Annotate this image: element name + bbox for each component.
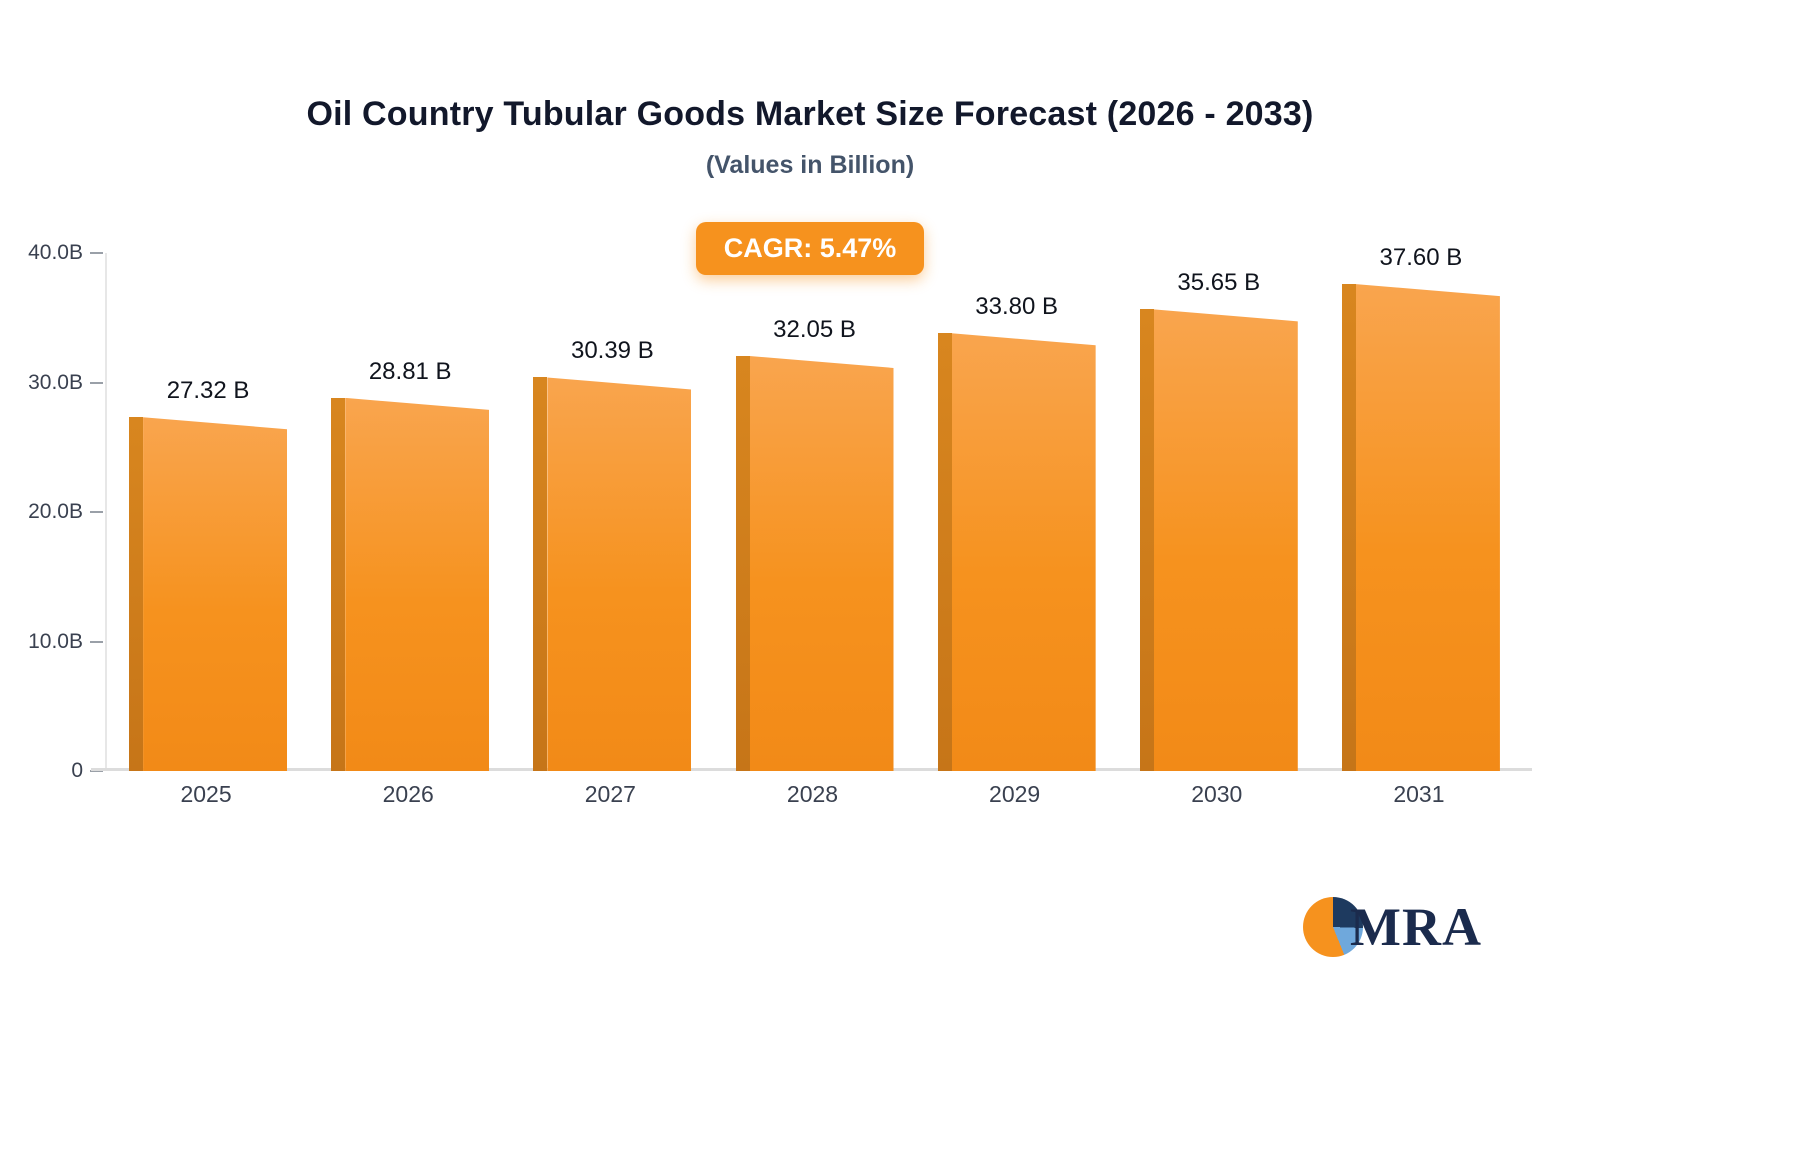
- x-axis-label-2028: 2028: [786, 781, 839, 807]
- bar-2026: 28.81 B: [331, 358, 490, 771]
- y-tick-40.0B: 40.0B: [28, 241, 103, 265]
- y-tick-mark: [90, 770, 103, 772]
- mra-pie-icon: [1303, 897, 1363, 957]
- bar-face: [345, 397, 490, 771]
- bar-2031: 37.60 B: [1341, 244, 1500, 771]
- y-tick-label: 10.0B: [28, 629, 83, 653]
- x-axis-label-2027: 2027: [584, 781, 636, 807]
- y-axis: 0 10.0B 20.0B 30.0B 40.0B: [0, 241, 103, 782]
- bar-2028: 32.05 B: [735, 316, 894, 771]
- bar-2025: 27.32 B: [129, 377, 288, 771]
- bar-2027: 30.39 B: [533, 337, 692, 771]
- bar-3d-side: [937, 333, 952, 771]
- bar-2030: 35.65 B: [1139, 269, 1298, 771]
- brand-logo: MRA: [1303, 896, 1482, 958]
- y-tick-10.0B: 10.0B: [28, 630, 103, 654]
- mra-logo-text: MRA: [1350, 897, 1482, 957]
- bar-value-label-2031: 37.60 B: [1379, 244, 1463, 272]
- y-tick-mark: [90, 252, 103, 254]
- bar-3d-side: [735, 355, 750, 771]
- bar-value-label-2027: 30.39 B: [570, 337, 654, 365]
- x-axis-label-2025: 2025: [180, 781, 232, 807]
- y-tick-label: 0: [71, 759, 83, 782]
- bar-face: [547, 377, 692, 771]
- x-axis-label-2029: 2029: [989, 781, 1041, 807]
- y-tick-30.0B: 30.0B: [28, 371, 103, 395]
- bar-value-label-2028: 32.05 B: [773, 315, 856, 343]
- bar-value-label-2026: 28.81 B: [368, 357, 452, 385]
- bar-face: [1355, 284, 1500, 771]
- y-tick-0: 0: [71, 759, 103, 783]
- bar-face: [1153, 309, 1298, 771]
- bar-3d-side: [1341, 284, 1356, 771]
- x-axis: 2025 2026 2027 2028 2029 2030 2031: [105, 781, 1520, 821]
- bar-2029: 33.80 B: [937, 293, 1096, 771]
- y-tick-mark: [90, 511, 103, 513]
- y-tick-label: 20.0B: [28, 500, 83, 523]
- y-tick-label: 30.0B: [28, 370, 83, 394]
- bar-face: [143, 417, 288, 771]
- x-axis-label-2026: 2026: [382, 781, 434, 807]
- y-tick-mark: [90, 640, 103, 643]
- y-tick-20.0B: 20.0B: [28, 500, 103, 524]
- bar-value-label-2025: 27.32 B: [166, 377, 250, 405]
- x-axis-label-2031: 2031: [1393, 781, 1445, 807]
- bar-value-label-2030: 35.65 B: [1177, 269, 1261, 297]
- bar-value-label-2029: 33.80 B: [975, 293, 1058, 321]
- chart-subtitle: (Values in Billion): [705, 151, 915, 179]
- y-tick-mark: [90, 381, 103, 384]
- bar-face: [951, 333, 1096, 771]
- bar-3d-side: [129, 417, 144, 771]
- plot-area: 27.32 B 28.81 B 30.39 B 32.05 B 33.80 B 35.65…: [91, 244, 1532, 771]
- bar-3d-side: [331, 397, 346, 771]
- chart-header: Oil Country Tubular Goods Market Size Fo…: [0, 0, 1620, 275]
- y-tick-label: 40.0B: [28, 241, 83, 264]
- bar-face: [749, 355, 894, 771]
- x-axis-label-2030: 2030: [1191, 781, 1243, 807]
- bar-3d-side: [533, 377, 548, 771]
- cagr-badge: CAGR: 5.47%: [695, 222, 925, 275]
- chart-title: Oil Country Tubular Goods Market Size Fo…: [306, 95, 1314, 133]
- bar-3d-side: [1139, 309, 1154, 771]
